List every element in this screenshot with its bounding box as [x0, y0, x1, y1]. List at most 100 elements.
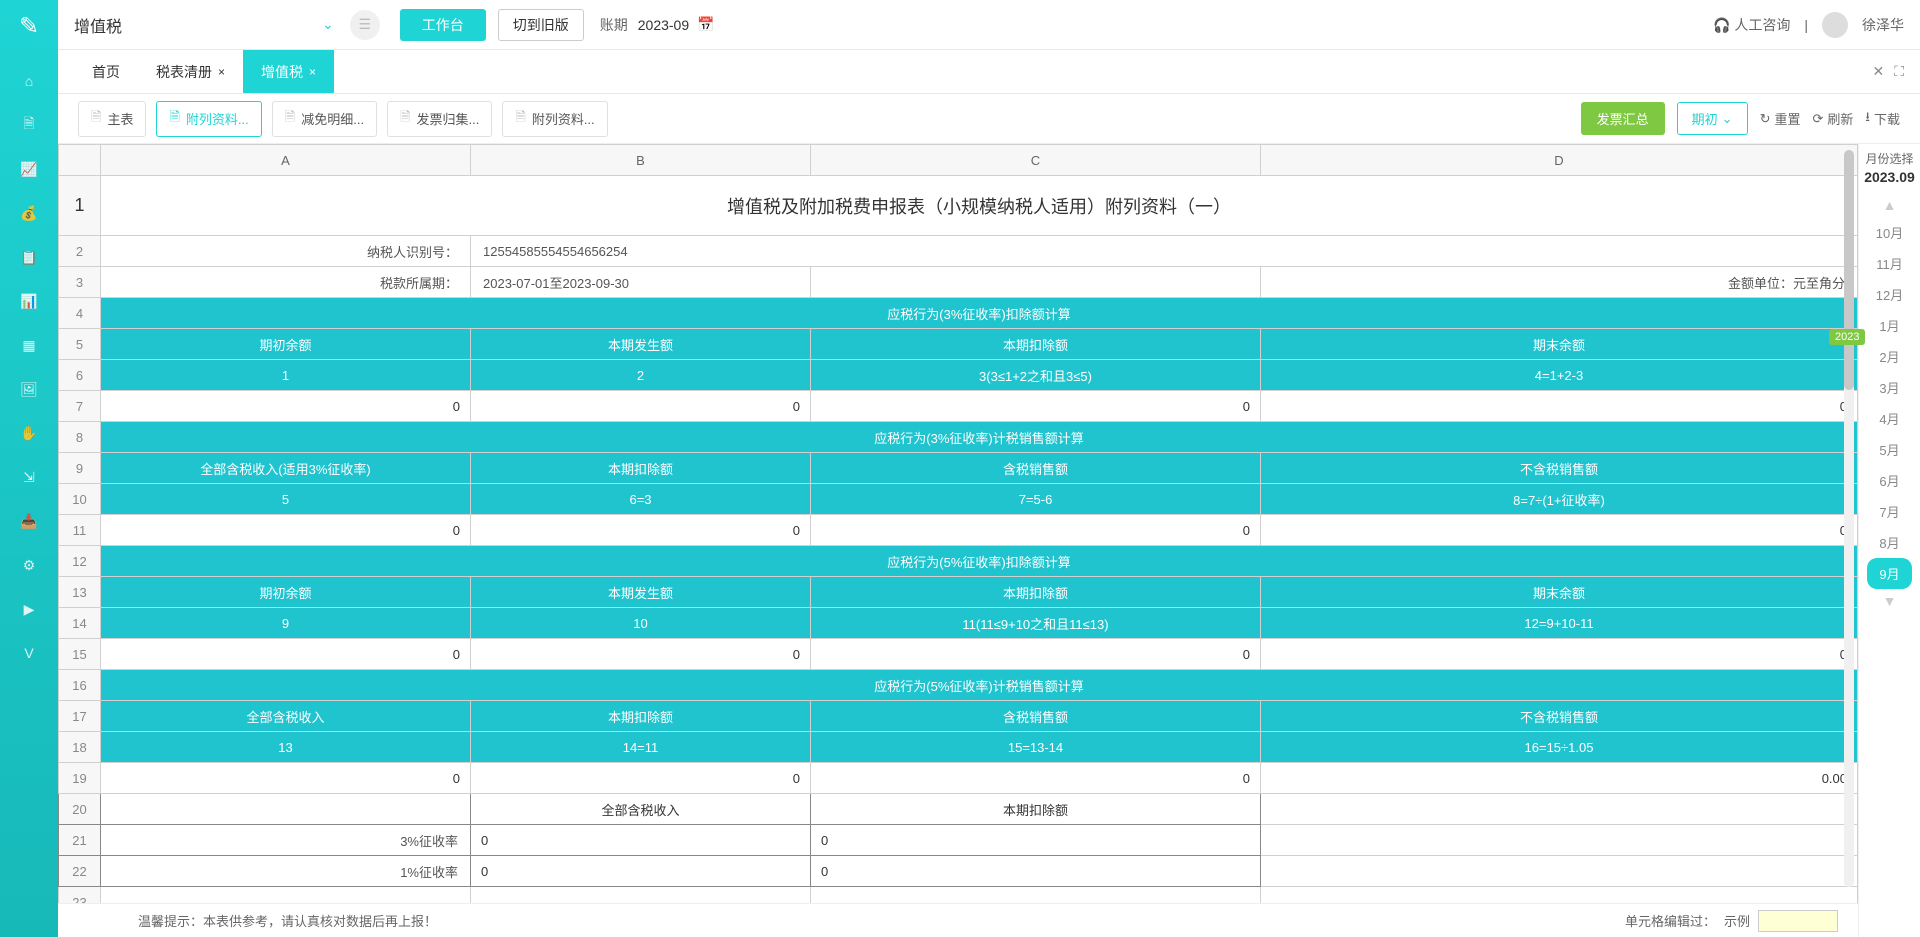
- col-label[interactable]: 期初余额: [101, 577, 471, 608]
- month-item[interactable]: 9月: [1867, 558, 1912, 589]
- section-header[interactable]: 应税行为(5%征收率)计税销售额计算: [101, 670, 1858, 701]
- row-number[interactable]: 15: [59, 639, 101, 670]
- col-num[interactable]: 14=11: [471, 732, 811, 763]
- row-number[interactable]: 18: [59, 732, 101, 763]
- month-up-icon[interactable]: ▲: [1859, 193, 1920, 217]
- value-cell[interactable]: 0: [1261, 391, 1858, 422]
- value-cell[interactable]: 0: [811, 856, 1261, 887]
- nav-bag-icon[interactable]: 💰: [9, 193, 49, 233]
- section-header[interactable]: 应税行为(3%征收率)计税销售额计算: [101, 422, 1858, 453]
- col-num[interactable]: 15=13-14: [811, 732, 1261, 763]
- row-number[interactable]: 16: [59, 670, 101, 701]
- nav-v-icon[interactable]: V: [9, 633, 49, 673]
- nav-inbox-icon[interactable]: 📥: [9, 501, 49, 541]
- col-label[interactable]: 本期扣除额: [471, 453, 811, 484]
- invoice-sum-button[interactable]: 发票汇总: [1581, 102, 1665, 135]
- corner-cell[interactable]: [59, 145, 101, 176]
- col-label[interactable]: 含税销售额: [811, 701, 1261, 732]
- close-icon[interactable]: ×: [218, 65, 225, 79]
- value-cell[interactable]: 0: [811, 639, 1261, 670]
- col-header[interactable]: A: [101, 145, 471, 176]
- rate-label[interactable]: 1%征收率: [101, 856, 471, 887]
- col-label[interactable]: 全部含税收入(适用3%征收率): [101, 453, 471, 484]
- row-number[interactable]: 12: [59, 546, 101, 577]
- col-label[interactable]: 本期扣除额: [471, 701, 811, 732]
- nav-video-icon[interactable]: ▶: [9, 589, 49, 629]
- row-number[interactable]: 17: [59, 701, 101, 732]
- download-button[interactable]: ⭳ 下载: [1865, 108, 1900, 130]
- sheet-title[interactable]: 增值税及附加税费申报表（小规模纳税人适用）附列资料（一）: [101, 176, 1858, 236]
- rate-label[interactable]: 3%征收率: [101, 825, 471, 856]
- subtab-attach[interactable]: 🗎附列资料...: [156, 101, 261, 137]
- close-icon[interactable]: ×: [309, 65, 316, 79]
- col-num[interactable]: 2: [471, 360, 811, 391]
- col-header[interactable]: B: [471, 145, 811, 176]
- avatar-icon[interactable]: [1822, 12, 1848, 38]
- switch-old-button[interactable]: 切到旧版: [498, 9, 584, 41]
- value-cell[interactable]: 0: [471, 856, 811, 887]
- col-label[interactable]: 不含税销售额: [1261, 453, 1858, 484]
- month-item[interactable]: 11月: [1859, 248, 1920, 279]
- section-header[interactable]: 应税行为(5%征收率)扣除额计算: [101, 546, 1858, 577]
- col-label[interactable]: 不含税销售额: [1261, 701, 1858, 732]
- col-num[interactable]: 10: [471, 608, 811, 639]
- row-number[interactable]: 5: [59, 329, 101, 360]
- col-num[interactable]: 6=3: [471, 484, 811, 515]
- row-number[interactable]: 13: [59, 577, 101, 608]
- subtab-invoice[interactable]: 🗎发票归集...: [387, 101, 492, 137]
- value-cell[interactable]: 0: [471, 639, 811, 670]
- nav-hand-icon[interactable]: ✋: [9, 413, 49, 453]
- col-header[interactable]: D: [1261, 145, 1858, 176]
- col-num[interactable]: 8=7÷(1+征收率): [1261, 484, 1858, 515]
- username[interactable]: 徐泽华: [1862, 15, 1904, 35]
- nav-report-icon[interactable]: 📊: [9, 281, 49, 321]
- value-cell[interactable]: 0: [101, 639, 471, 670]
- col-label[interactable]: 含税销售额: [811, 453, 1261, 484]
- row-number[interactable]: 6: [59, 360, 101, 391]
- nav-chart-icon[interactable]: 📈: [9, 149, 49, 189]
- value-cell[interactable]: 0: [471, 391, 811, 422]
- col-header[interactable]: C: [811, 145, 1261, 176]
- col-label[interactable]: 全部含税收入: [101, 701, 471, 732]
- row-number[interactable]: 20: [59, 794, 101, 825]
- value-cell[interactable]: 0: [101, 515, 471, 546]
- col-num[interactable]: 16=15÷1.05: [1261, 732, 1858, 763]
- nav-doc-icon[interactable]: 🗎: [9, 105, 49, 145]
- sub-header[interactable]: 全部含税收入: [471, 794, 811, 825]
- row-number[interactable]: 9: [59, 453, 101, 484]
- row-number[interactable]: 10: [59, 484, 101, 515]
- consult-link[interactable]: 🎧 人工咨询: [1713, 15, 1790, 35]
- logo-icon[interactable]: ✎: [19, 12, 39, 41]
- example-input[interactable]: [1758, 910, 1838, 932]
- value-cell[interactable]: 0: [811, 515, 1261, 546]
- subtab-attach2[interactable]: 🗎附列资料...: [502, 101, 607, 137]
- row-number[interactable]: 8: [59, 422, 101, 453]
- month-item[interactable]: 3月: [1859, 372, 1920, 403]
- month-item[interactable]: 7月: [1859, 496, 1920, 527]
- row-number[interactable]: 19: [59, 763, 101, 794]
- col-label[interactable]: 本期发生额: [471, 329, 811, 360]
- col-label[interactable]: 本期发生额: [471, 577, 811, 608]
- month-item[interactable]: 8月: [1859, 527, 1920, 558]
- reset-button[interactable]: ↻ 重置: [1760, 109, 1801, 128]
- value-cell[interactable]: 0: [811, 825, 1261, 856]
- col-num[interactable]: 1: [101, 360, 471, 391]
- value-cell[interactable]: 0: [471, 825, 811, 856]
- subtab-exempt[interactable]: 🗎减免明细...: [272, 101, 377, 137]
- value-cell[interactable]: 0.00: [1261, 763, 1858, 794]
- month-item[interactable]: 1月: [1859, 310, 1920, 341]
- col-num[interactable]: 7=5-6: [811, 484, 1261, 515]
- value-cell[interactable]: 0: [1261, 515, 1858, 546]
- value-cell[interactable]: 0: [101, 391, 471, 422]
- col-label[interactable]: 本期扣除额: [811, 329, 1261, 360]
- sub-header[interactable]: 本期扣除额: [811, 794, 1261, 825]
- month-down-icon[interactable]: ▼: [1859, 589, 1920, 613]
- col-num[interactable]: 13: [101, 732, 471, 763]
- row-number[interactable]: 7: [59, 391, 101, 422]
- month-item[interactable]: 12月: [1859, 279, 1920, 310]
- value-cell[interactable]: 0: [1261, 639, 1858, 670]
- tab-vat[interactable]: 增值税×: [243, 50, 334, 93]
- value-cell[interactable]: 0: [811, 391, 1261, 422]
- tab-tax-list[interactable]: 税表清册×: [138, 50, 243, 93]
- month-item[interactable]: 2月: [1859, 341, 1920, 372]
